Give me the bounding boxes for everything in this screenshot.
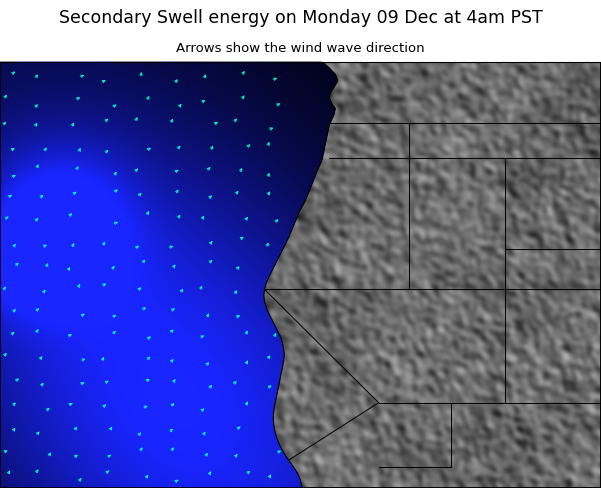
Text: Arrows show the wind wave direction: Arrows show the wind wave direction <box>176 42 425 55</box>
Text: Secondary Swell energy on Monday 09 Dec at 4am PST: Secondary Swell energy on Monday 09 Dec … <box>59 8 542 26</box>
Polygon shape <box>0 62 338 488</box>
